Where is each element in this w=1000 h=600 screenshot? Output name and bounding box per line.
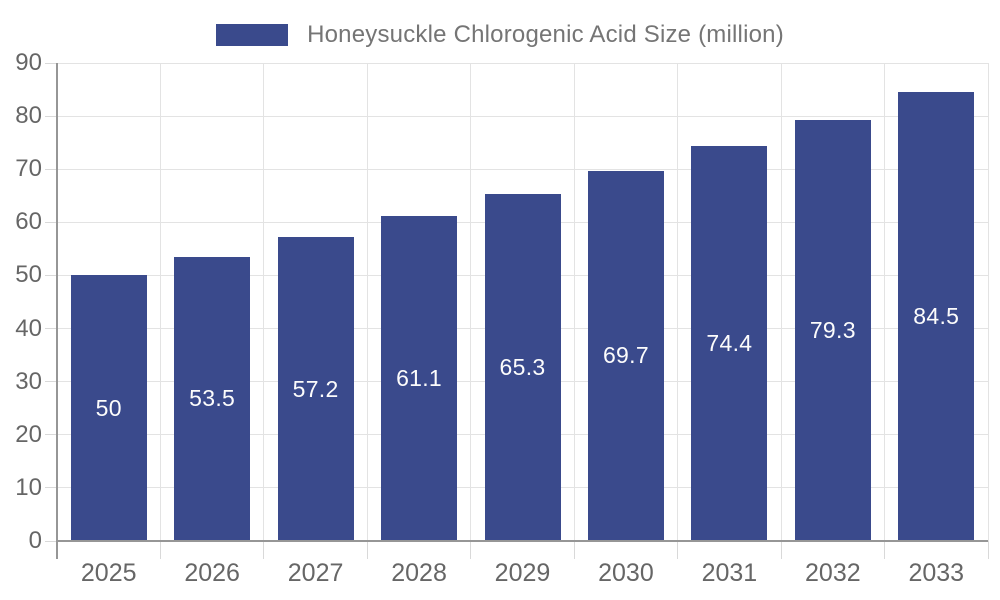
bar-value-label: 74.4: [706, 329, 753, 356]
y-axis-label: 90: [15, 49, 42, 76]
x-axis-label: 2032: [805, 559, 861, 587]
y-axis-label: 20: [15, 420, 42, 448]
y-axis-label: 60: [15, 208, 42, 236]
x-axis-label: 2025: [80, 559, 137, 587]
y-axis-line: [56, 63, 58, 559]
x-axis-tick: [263, 541, 265, 559]
bar-2025: 50: [70, 275, 147, 541]
x-gridline: [677, 63, 679, 541]
x-axis-tick: [884, 541, 886, 559]
x-axis-tick: [470, 541, 472, 559]
y-axis-tick: [45, 221, 57, 223]
y-axis-tick: [45, 274, 57, 276]
x-axis-label: 2026: [184, 559, 240, 587]
x-axis-tick: [780, 541, 782, 559]
x-axis-line: [57, 539, 988, 542]
y-axis-tick: [45, 434, 57, 436]
x-axis-tick: [987, 541, 989, 559]
y-axis-tick: [45, 62, 57, 64]
bar-2033: 84.5: [898, 92, 975, 541]
y-axis-tick: [45, 540, 57, 542]
bar-value-label: 53.5: [189, 385, 236, 412]
y-axis-tick: [45, 328, 57, 330]
x-gridline: [884, 63, 886, 541]
y-axis-label: 50: [15, 261, 42, 289]
bar-2031: 74.4: [691, 145, 768, 541]
y-axis-tick: [45, 168, 57, 170]
x-axis-tick: [573, 541, 575, 559]
y-axis-tick: [45, 487, 57, 489]
x-axis-tick: [159, 541, 161, 559]
y-axis-label: 30: [15, 367, 42, 395]
x-axis-tick: [366, 541, 368, 559]
bar-2030: 69.7: [587, 170, 664, 541]
bar-2027: 57.2: [277, 237, 354, 541]
y-axis-label: 80: [15, 102, 42, 130]
y-axis-label: 10: [15, 473, 42, 501]
y-gridline: [57, 168, 988, 170]
bar-value-label: 69.7: [602, 342, 649, 369]
legend-swatch: [216, 24, 289, 46]
legend-label: Honeysuckle Chlorogenic Acid Size (milli…: [307, 21, 784, 48]
x-axis-label: 2029: [494, 559, 551, 587]
x-axis-label: 2030: [598, 559, 654, 587]
x-axis-label: 2028: [391, 559, 447, 587]
bar-2026: 53.5: [174, 256, 251, 541]
x-gridline: [470, 63, 472, 541]
bar-value-label: 84.5: [913, 303, 960, 330]
x-gridline: [780, 63, 782, 541]
x-gridline: [263, 63, 265, 541]
bar-value-label: 61.1: [396, 365, 443, 392]
bar-2029: 65.3: [484, 194, 561, 541]
bar-2032: 79.3: [794, 119, 871, 541]
legend[interactable]: Honeysuckle Chlorogenic Acid Size (milli…: [0, 21, 1000, 49]
y-axis-tick: [45, 115, 57, 117]
y-axis-label: 70: [15, 155, 42, 183]
x-axis-tick: [677, 541, 679, 559]
x-axis-label: 2031: [701, 559, 758, 587]
y-axis-label: 0: [28, 527, 42, 554]
bar-value-label: 57.2: [292, 375, 339, 402]
plot-area: 0 10 20 30 40 50 60 70 80 90 50 2025 53.5 2026 57.2 202…: [15, 49, 989, 587]
x-gridline: [573, 63, 575, 541]
x-axis-label: 2033: [908, 559, 965, 587]
y-axis-tick: [45, 381, 57, 383]
x-gridline: [159, 63, 161, 541]
bar-value-label: 50: [95, 394, 122, 421]
x-gridline: [366, 63, 368, 541]
x-gridline: [987, 63, 989, 541]
x-axis-label: 2027: [287, 559, 344, 587]
y-gridline: [57, 62, 988, 64]
bar-value-label: 79.3: [809, 316, 856, 343]
bar-value-label: 65.3: [499, 354, 546, 381]
bar-2028: 61.1: [381, 216, 458, 541]
y-axis-label: 40: [15, 314, 42, 342]
y-gridline: [57, 115, 988, 117]
